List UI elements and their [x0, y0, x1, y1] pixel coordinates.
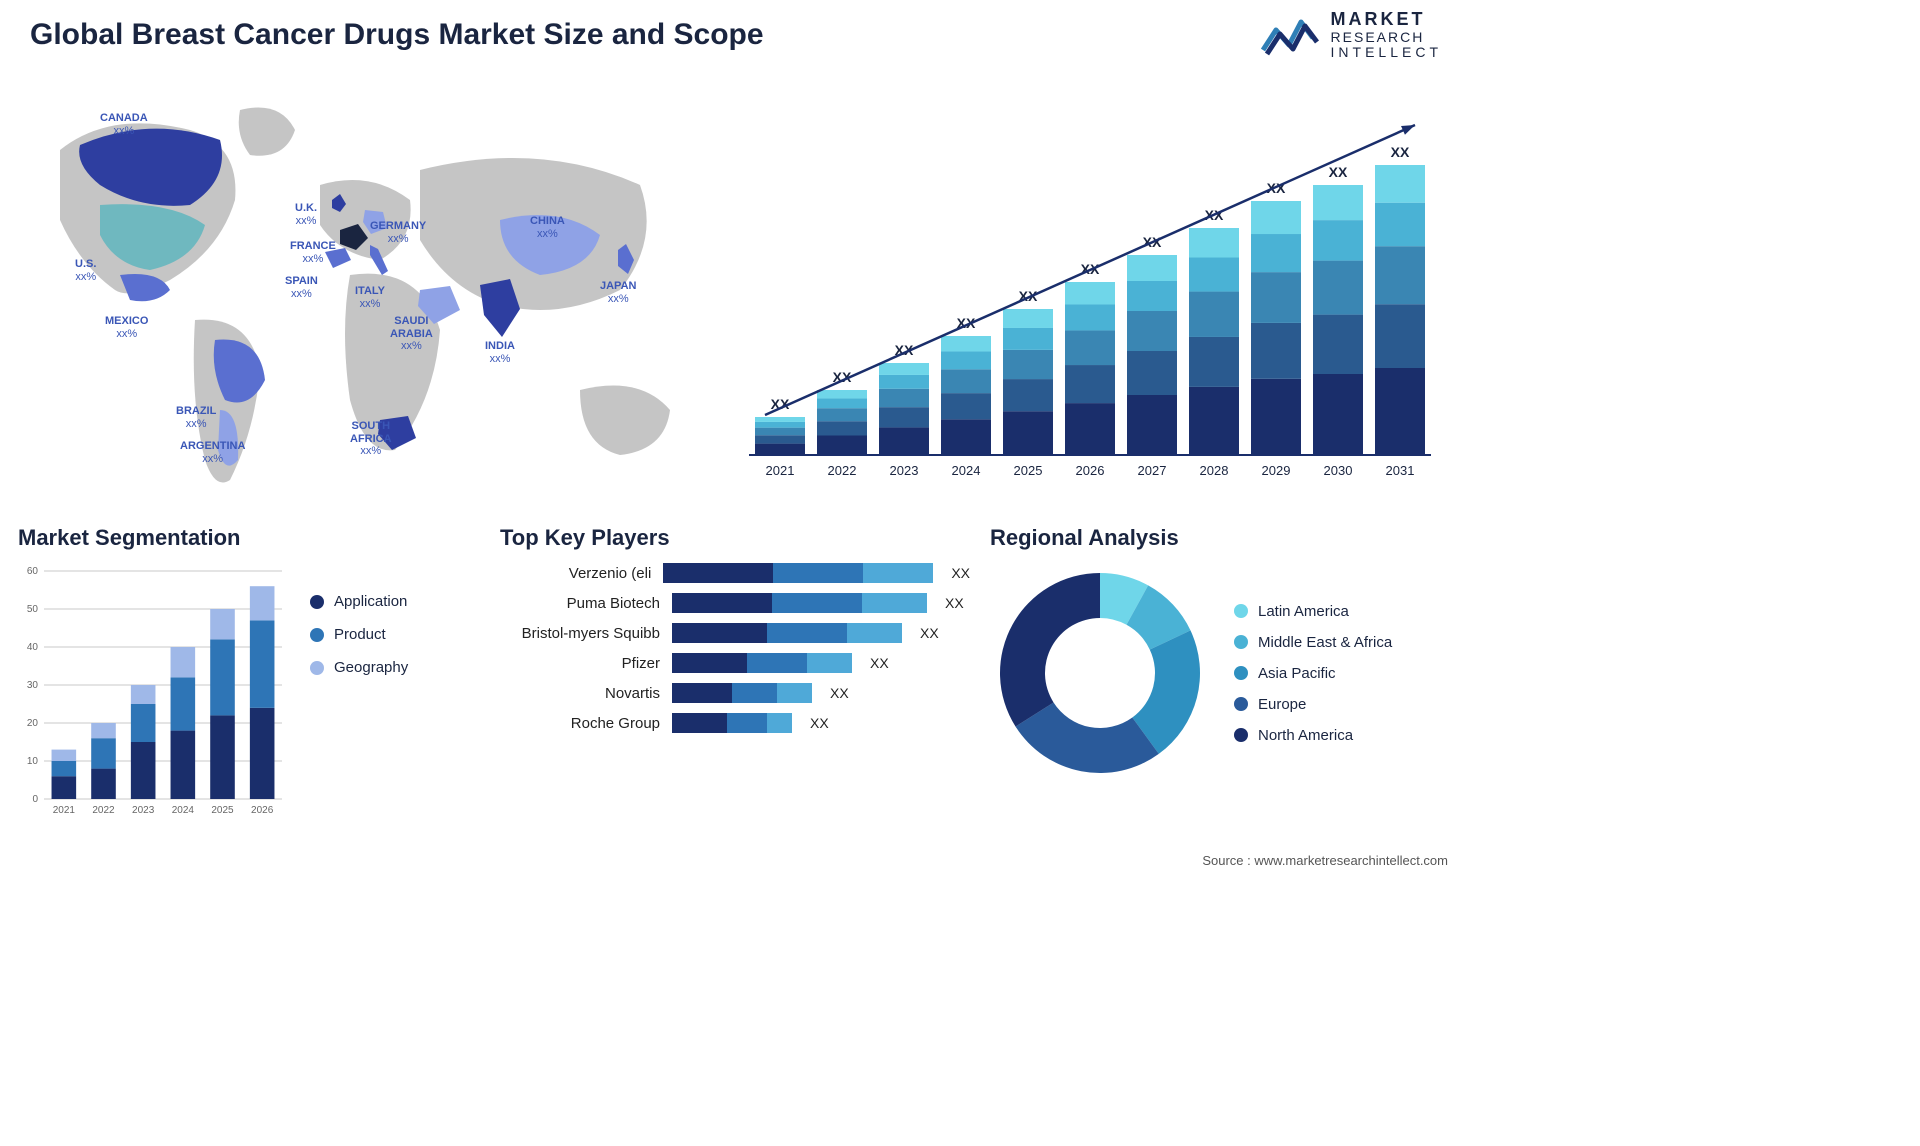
- map-label: GERMANYxx%: [370, 220, 426, 245]
- svg-text:20: 20: [27, 718, 39, 729]
- map-label: MEXICOxx%: [105, 315, 148, 340]
- svg-text:2026: 2026: [1076, 463, 1105, 478]
- world-map: CANADAxx% U.S.xx% MEXICOxx% BRAZILxx% ARGENT…: [20, 90, 710, 505]
- legend-item: Geography: [310, 659, 408, 676]
- map-label: CHINAxx%: [530, 215, 565, 240]
- svg-text:2024: 2024: [172, 805, 195, 816]
- svg-text:2023: 2023: [132, 805, 155, 816]
- segmentation-title: Market Segmentation: [18, 525, 478, 551]
- logo-line1: MARKET: [1331, 10, 1442, 30]
- svg-text:2027: 2027: [1138, 463, 1167, 478]
- map-label: SPAINxx%: [285, 275, 318, 300]
- svg-text:2023: 2023: [890, 463, 919, 478]
- legend-item: Product: [310, 626, 408, 643]
- map-label: INDIAxx%: [485, 340, 515, 365]
- svg-text:XX: XX: [1329, 164, 1348, 180]
- svg-text:2021: 2021: [766, 463, 795, 478]
- svg-text:XX: XX: [1391, 144, 1410, 160]
- svg-text:2026: 2026: [251, 805, 274, 816]
- page-title: Global Breast Cancer Drugs Market Size a…: [30, 18, 764, 52]
- legend-item: North America: [1234, 727, 1392, 744]
- market-segmentation-section: Market Segmentation 0 10 20 30 40 50 60 2021 202…: [18, 525, 478, 821]
- regional-analysis-section: Regional Analysis Latin America Middle Ea…: [990, 525, 1460, 783]
- svg-text:40: 40: [27, 642, 39, 653]
- map-label: JAPANxx%: [600, 280, 636, 305]
- svg-text:0: 0: [32, 794, 38, 805]
- svg-text:2025: 2025: [211, 805, 234, 816]
- player-row: Verzenio (eliXX: [500, 563, 970, 583]
- logo-line3: INTELLECT: [1331, 45, 1442, 60]
- logo-mark-icon: [1261, 10, 1321, 60]
- player-row: Roche GroupXX: [500, 713, 970, 733]
- svg-text:2031: 2031: [1386, 463, 1415, 478]
- svg-text:2021: 2021: [53, 805, 76, 816]
- legend-item: Latin America: [1234, 603, 1392, 620]
- svg-text:2030: 2030: [1324, 463, 1353, 478]
- svg-text:2022: 2022: [828, 463, 857, 478]
- svg-text:50: 50: [27, 604, 39, 615]
- svg-text:10: 10: [27, 756, 39, 767]
- regional-donut-chart: [990, 563, 1210, 783]
- svg-text:2028: 2028: [1200, 463, 1229, 478]
- logo-line2: RESEARCH: [1331, 30, 1442, 45]
- regional-title: Regional Analysis: [990, 525, 1460, 551]
- svg-text:2024: 2024: [952, 463, 981, 478]
- regional-legend: Latin America Middle East & Africa Asia Pa…: [1234, 603, 1392, 744]
- svg-text:60: 60: [27, 566, 39, 577]
- svg-text:2022: 2022: [92, 805, 115, 816]
- market-size-chart: XX2021XX2022XX2023XX2024XX2025XX2026XX20…: [740, 105, 1440, 495]
- map-label: U.K.xx%: [295, 202, 317, 227]
- brand-logo: MARKET RESEARCH INTELLECT: [1261, 10, 1442, 61]
- map-label: SOUTHAFRICAxx%: [350, 420, 392, 458]
- segmentation-chart: 0 10 20 30 40 50 60 2021 2022 2023 2024 2025 2026: [18, 563, 288, 821]
- player-row: Bristol-myers SquibbXX: [500, 623, 970, 643]
- top-key-players-section: Top Key Players Verzenio (eliXX Puma Biot…: [500, 525, 970, 743]
- map-label: SAUDIARABIAxx%: [390, 315, 433, 353]
- legend-item: Middle East & Africa: [1234, 634, 1392, 651]
- player-row: NovartisXX: [500, 683, 970, 703]
- player-row: Puma BiotechXX: [500, 593, 970, 613]
- map-label: FRANCExx%: [290, 240, 336, 265]
- players-title: Top Key Players: [500, 525, 970, 551]
- map-label: ITALYxx%: [355, 285, 385, 310]
- map-label: CANADAxx%: [100, 112, 148, 137]
- svg-text:2025: 2025: [1014, 463, 1043, 478]
- map-label: U.S.xx%: [75, 258, 96, 283]
- player-row: PfizerXX: [500, 653, 970, 673]
- svg-text:30: 30: [27, 680, 39, 691]
- map-label: ARGENTINAxx%: [180, 440, 245, 465]
- legend-item: Application: [310, 593, 408, 610]
- legend-item: Europe: [1234, 696, 1392, 713]
- source-citation: Source : www.marketresearchintellect.com: [1202, 853, 1448, 868]
- svg-text:2029: 2029: [1262, 463, 1291, 478]
- legend-item: Asia Pacific: [1234, 665, 1392, 682]
- map-label: BRAZILxx%: [176, 405, 216, 430]
- segmentation-legend: Application Product Geography: [310, 563, 408, 821]
